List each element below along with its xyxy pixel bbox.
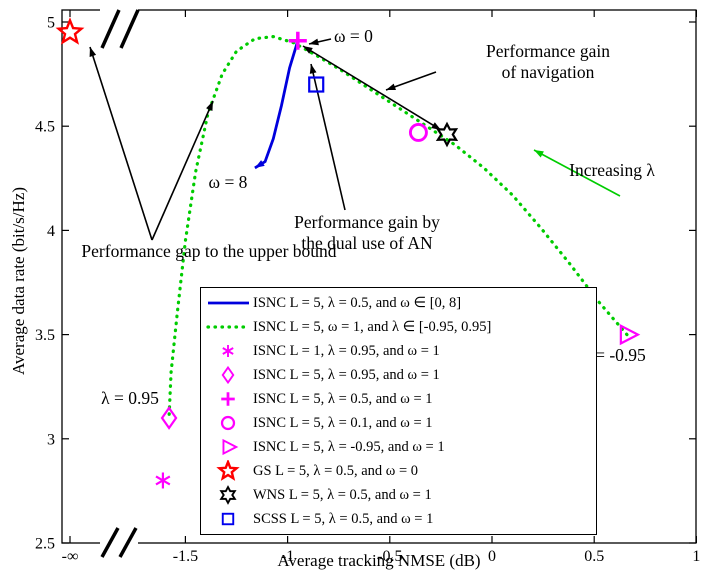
legend-label: GS L = 5, λ = 0.5, and ω = 0	[253, 462, 419, 479]
marker-circle	[408, 123, 428, 142]
x-tick-label: -∞	[62, 548, 79, 565]
legend-item-2: ISNC L = 1, λ = 0.95, and ω = 1	[205, 339, 594, 363]
legend: ISNC L = 5, λ = 0.5, and ω ∈ [0, 8] ISNC …	[200, 287, 597, 535]
legend-sample-hexagram	[219, 485, 237, 505]
legend-item-0: ISNC L = 5, λ = 0.5, and ω ∈ [0, 8]	[205, 291, 594, 315]
legend-sample-solid-line	[208, 301, 249, 305]
series-line-blue-solid	[254, 40, 300, 170]
marker-pentagram	[55, 17, 85, 45]
x-tick-label: -1.5	[173, 548, 198, 565]
y-tick-label: 5	[47, 15, 55, 32]
legend-label: ISNC L = 5, λ = 0.5, and ω = 1	[253, 390, 433, 407]
annotation-text: ω = 8	[209, 172, 248, 192]
legend-item-7: GS L = 5, λ = 0.5, and ω = 0	[205, 459, 594, 483]
annotation-text: Performance gain by	[294, 212, 440, 232]
legend-item-8: WNS L = 5, λ = 0.5, and ω = 1	[205, 483, 594, 507]
legend-item-6: ISNC L = 5, λ = -0.95, and ω = 1	[205, 435, 594, 459]
legend-item-1: ISNC L = 5, ω = 1, and λ ∈ [-0.95, 0.95]	[205, 315, 594, 339]
axis-break-marks	[100, 6, 140, 558]
legend-label: ISNC L = 1, λ = 0.95, and ω = 1	[253, 342, 440, 359]
legend-sample-square	[221, 512, 235, 526]
annotation-performance-gap-to-upper-bound: Performance gap to the upper bound	[81, 46, 337, 261]
annotation-omega-0: ω = 0	[308, 26, 373, 46]
ticks: -∞ -1.5 -1 -0.5 0 0.5 1 2.5 3 3.5 4 4.5 5	[35, 10, 700, 565]
marker-square	[308, 76, 325, 93]
legend-item-4: ISNC L = 5, λ = 0.5, and ω = 1	[205, 387, 594, 411]
legend-item-5: ISNC L = 5, λ = 0.1, and ω = 1	[205, 411, 594, 435]
legend-label: ISNC L = 5, λ = 0.5, and ω ∈ [0, 8]	[253, 294, 462, 311]
y-tick-label: 4	[47, 223, 55, 240]
annotation-increasing-lambda: Increasing λ	[533, 149, 655, 197]
y-axis-label: Average data rate (bit/s/Hz)	[9, 186, 28, 376]
legend-label: ISNC L = 5, λ = -0.95, and ω = 1	[253, 438, 445, 455]
axes-box	[61, 9, 697, 544]
annotation-text: λ = 0.95	[101, 388, 159, 408]
annotation-lambda-0.95: λ = 0.95	[101, 388, 159, 408]
legend-label: ISNC L = 5, λ = 0.1, and ω = 1	[253, 414, 433, 431]
annotation-text: Performance gap to the upper bound	[81, 241, 336, 261]
marker-hexagram	[435, 121, 459, 148]
legend-sample-plus	[221, 392, 235, 406]
marker-plus	[288, 31, 307, 50]
marker-asterisk	[155, 472, 171, 489]
legend-label: ISNC L = 5, λ = 0.95, and ω = 1	[253, 366, 440, 383]
legend-sample-diamond	[221, 365, 235, 385]
x-tick-label: -1	[281, 548, 294, 565]
annotation-text: of navigation	[502, 62, 595, 82]
y-tick-label: 2.5	[35, 536, 55, 553]
annotation-text: the dual use of AN	[301, 233, 433, 253]
legend-item-3: ISNC L = 5, λ = 0.95, and ω = 1	[205, 363, 594, 387]
marker-diamond	[160, 406, 178, 430]
x-tick-label: 1	[692, 548, 700, 565]
annotation-nav-gain-double-arrow	[302, 45, 442, 131]
legend-label: SCSS L = 5, λ = 0.5, and ω = 1	[253, 510, 434, 527]
annotation-text: Increasing λ	[569, 160, 655, 180]
legend-sample-triangle-right	[222, 438, 239, 456]
legend-label: WNS L = 5, λ = 0.5, and ω = 1	[253, 486, 432, 503]
annotation-text: Performance gain	[486, 41, 610, 61]
x-tick-label: 0	[488, 548, 496, 565]
legend-item-9: SCSS L = 5, λ = 0.5, and ω = 1	[205, 507, 594, 531]
annotation-omega-8: ω = 8	[209, 172, 248, 192]
y-tick-label: 4.5	[35, 119, 55, 136]
y-tick-label: 3.5	[35, 327, 55, 344]
legend-sample-pentagram	[216, 460, 240, 481]
annotation-text: λ = -0.95	[582, 345, 646, 365]
legend-sample-circle	[220, 415, 236, 431]
series-markers	[55, 17, 641, 489]
series-line-green-dotted	[167, 34, 629, 420]
legend-sample-asterisk	[222, 345, 234, 357]
annotation-lambda-neg-0.95: λ = -0.95	[582, 345, 646, 365]
legend-sample-dotted-line	[206, 325, 251, 329]
marker-triangle-right	[619, 323, 641, 346]
y-tick-label: 3	[47, 431, 55, 448]
annotation-text: ω = 0	[334, 26, 373, 46]
x-axis-label: Average tracking NMSE (dB)	[277, 551, 481, 570]
x-tick-label: -0.5	[377, 548, 402, 565]
legend-label: ISNC L = 5, ω = 1, and λ ∈ [-0.95, 0.95]	[253, 318, 492, 335]
x-tick-label: 0.5	[584, 548, 604, 565]
series-lines	[167, 34, 629, 420]
